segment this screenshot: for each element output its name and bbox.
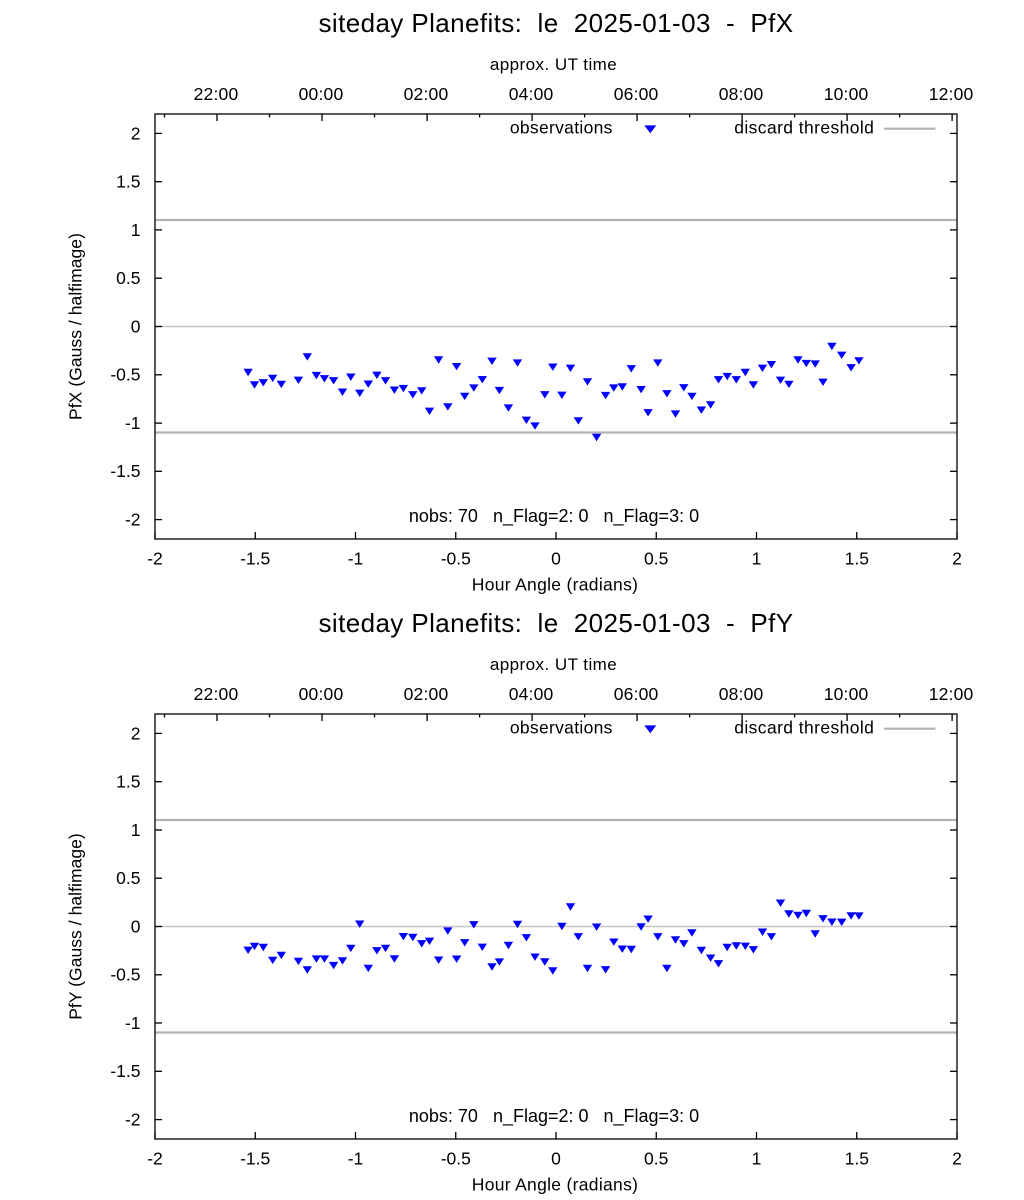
svg-text:approx. UT time: approx. UT time (490, 55, 617, 74)
svg-text:2: 2 (131, 123, 141, 143)
svg-text:nobs: 70 n_Flag=2: 0 n_Fla: nobs: 70 n_Flag=2: 0 n_Flag=3: 0 (409, 506, 699, 527)
svg-text:siteday Planefits: le 2025-0: siteday Planefits: le 2025-01-03 - PfX (319, 8, 794, 38)
svg-text:1: 1 (131, 220, 141, 240)
svg-text:10:00: 10:00 (824, 84, 869, 104)
svg-text:-1.5: -1.5 (110, 461, 140, 481)
svg-text:12:00: 12:00 (929, 84, 974, 104)
svg-text:-1: -1 (125, 413, 141, 433)
svg-text:02:00: 02:00 (404, 84, 449, 104)
svg-text:0.5: 0.5 (644, 1149, 668, 1169)
svg-text:0.5: 0.5 (116, 868, 140, 888)
svg-text:PfY (Gauss / halfimage): PfY (Gauss / halfimage) (66, 833, 86, 1020)
svg-text:1.5: 1.5 (845, 1149, 869, 1169)
svg-text:0: 0 (131, 916, 141, 936)
svg-text:-0.5: -0.5 (110, 365, 140, 385)
svg-text:observations: observations (510, 118, 613, 138)
svg-text:00:00: 00:00 (299, 684, 344, 704)
svg-text:06:00: 06:00 (614, 684, 659, 704)
svg-text:-1: -1 (125, 1013, 141, 1033)
svg-text:-2: -2 (147, 549, 163, 569)
svg-text:discard threshold: discard threshold (734, 718, 874, 738)
svg-text:-1.5: -1.5 (240, 1149, 270, 1169)
svg-text:1.5: 1.5 (845, 549, 869, 569)
svg-text:2: 2 (952, 1149, 962, 1169)
svg-text:-1: -1 (348, 1149, 364, 1169)
svg-text:-2: -2 (125, 510, 141, 530)
svg-text:2: 2 (952, 549, 962, 569)
svg-text:06:00: 06:00 (614, 84, 659, 104)
svg-text:-1.5: -1.5 (110, 1061, 140, 1081)
svg-text:0.5: 0.5 (116, 268, 140, 288)
svg-text:0.5: 0.5 (644, 549, 668, 569)
svg-text:-0.5: -0.5 (441, 549, 471, 569)
svg-text:0: 0 (551, 549, 561, 569)
svg-text:siteday Planefits: le 2025-0: siteday Planefits: le 2025-01-03 - PfY (319, 608, 794, 638)
svg-text:nobs: 70 n_Flag=2: 0 n_Fla: nobs: 70 n_Flag=2: 0 n_Flag=3: 0 (409, 1106, 699, 1127)
svg-text:observations: observations (510, 718, 613, 738)
svg-text:1.5: 1.5 (116, 772, 140, 792)
svg-text:approx. UT time: approx. UT time (490, 655, 617, 674)
svg-text:discard threshold: discard threshold (734, 118, 874, 138)
svg-text:02:00: 02:00 (404, 684, 449, 704)
svg-text:10:00: 10:00 (824, 684, 869, 704)
svg-text:-1: -1 (348, 549, 364, 569)
svg-text:-0.5: -0.5 (110, 965, 140, 985)
svg-text:Hour Angle (radians): Hour Angle (radians) (472, 575, 639, 595)
svg-text:22:00: 22:00 (194, 84, 239, 104)
svg-text:04:00: 04:00 (509, 84, 554, 104)
svg-text:1: 1 (131, 820, 141, 840)
svg-text:1: 1 (752, 549, 762, 569)
svg-text:-1.5: -1.5 (240, 549, 270, 569)
svg-text:PfX (Gauss / halfimage): PfX (Gauss / halfimage) (66, 233, 86, 420)
svg-text:0: 0 (131, 316, 141, 336)
svg-text:Hour Angle (radians): Hour Angle (radians) (472, 1175, 639, 1195)
svg-text:00:00: 00:00 (299, 84, 344, 104)
svg-text:08:00: 08:00 (719, 684, 764, 704)
svg-text:22:00: 22:00 (194, 684, 239, 704)
svg-text:-2: -2 (125, 1110, 141, 1130)
svg-text:2: 2 (131, 723, 141, 743)
svg-text:08:00: 08:00 (719, 84, 764, 104)
svg-text:04:00: 04:00 (509, 684, 554, 704)
svg-text:12:00: 12:00 (929, 684, 974, 704)
svg-text:0: 0 (551, 1149, 561, 1169)
svg-text:1.5: 1.5 (116, 172, 140, 192)
svg-text:-0.5: -0.5 (441, 1149, 471, 1169)
svg-text:1: 1 (752, 1149, 762, 1169)
svg-text:-2: -2 (147, 1149, 163, 1169)
